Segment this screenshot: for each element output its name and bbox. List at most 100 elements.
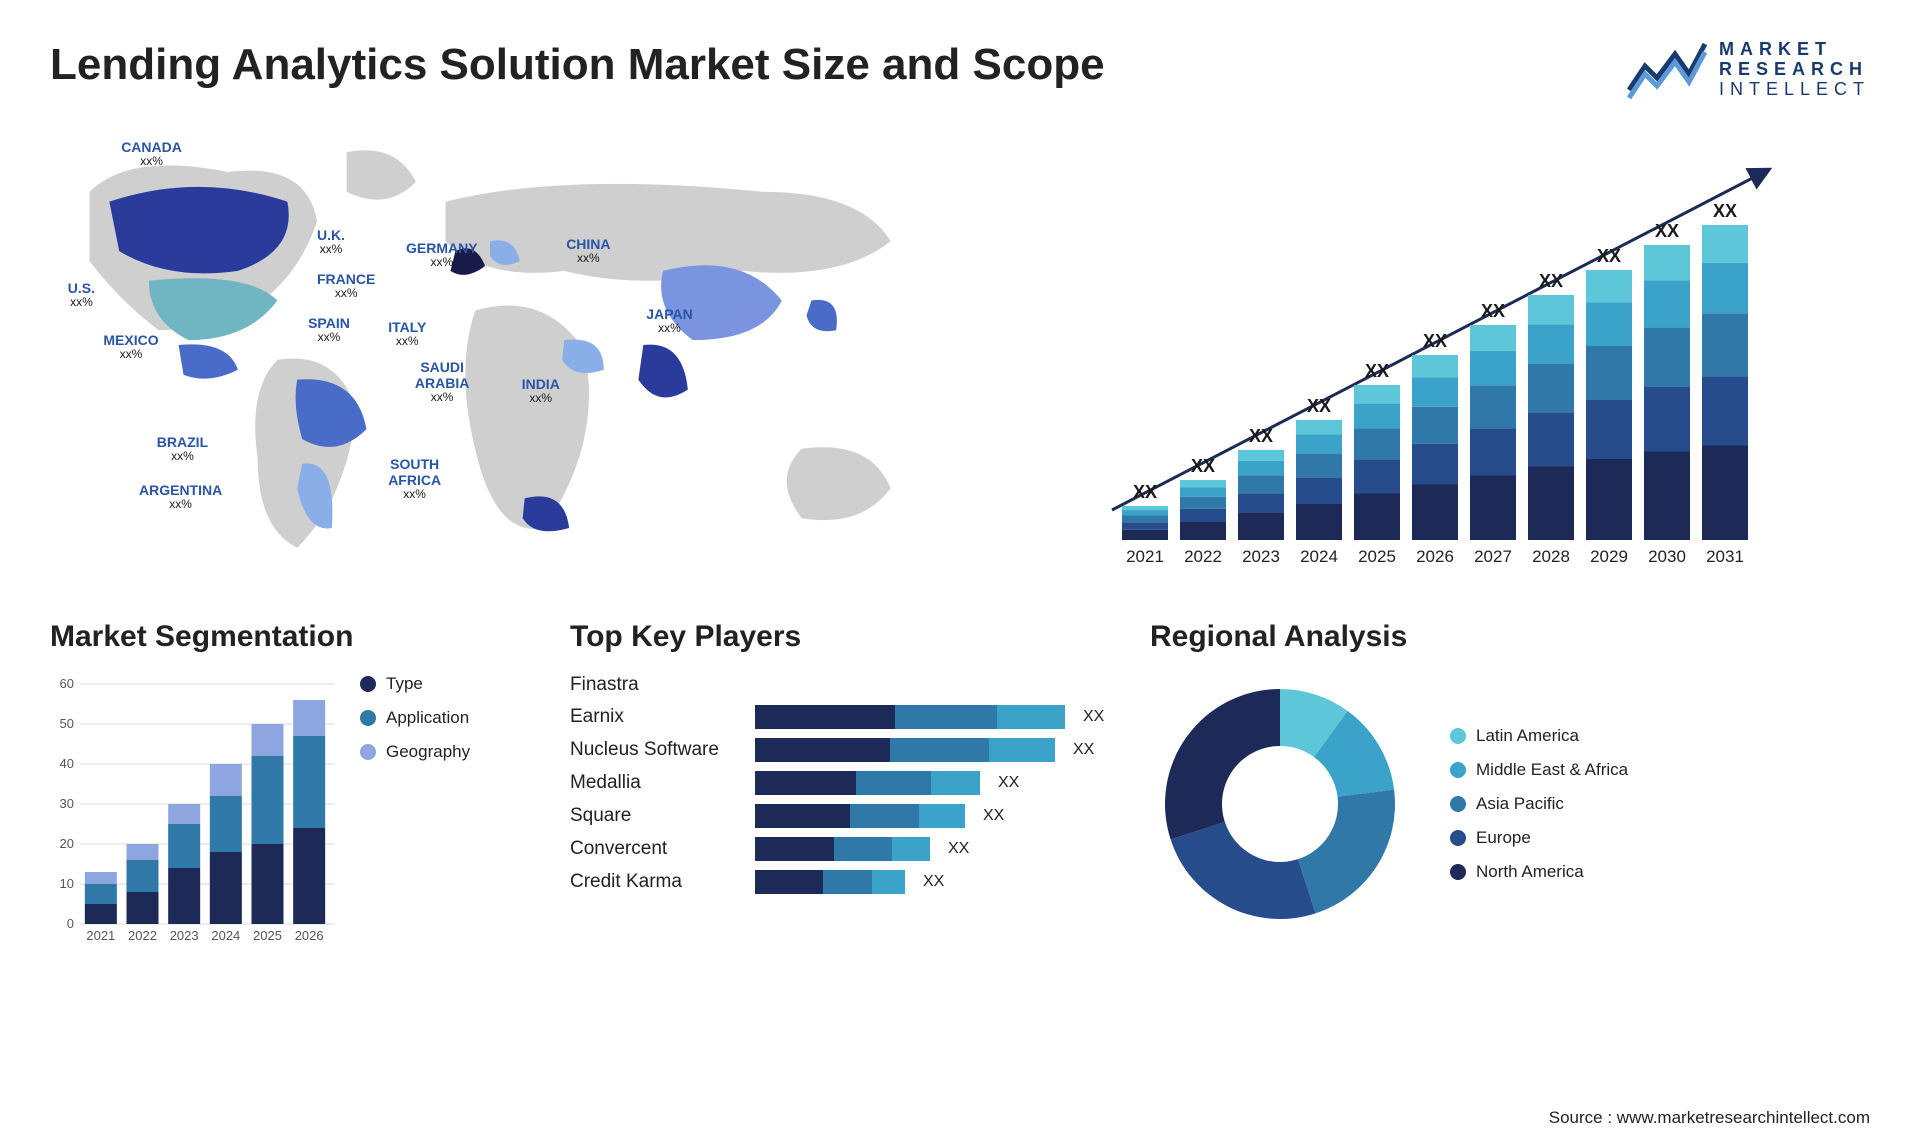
svg-text:2024: 2024 [1300,547,1338,566]
logo-text-1: MARKET [1719,40,1870,60]
player-bar [755,837,930,861]
svg-text:2027: 2027 [1474,547,1512,566]
legend-item: Middle East & Africa [1450,760,1628,780]
player-value: XX [998,774,1019,792]
map-label: U.K.xx% [317,227,345,257]
svg-text:2023: 2023 [1242,547,1280,566]
logo-text-2: RESEARCH [1719,60,1870,80]
player-value: XX [948,840,969,858]
player-name: Nucleus Software [570,739,745,761]
map-label: JAPANxx% [646,306,692,336]
svg-text:2030: 2030 [1648,547,1686,566]
player-row: Convercent XX [570,837,1110,861]
key-players-panel: Top Key Players FinastraEarnixXXNucleus … [570,620,1110,954]
legend-item: North America [1450,862,1628,882]
svg-text:2022: 2022 [128,928,157,943]
map-label: SOUTHAFRICAxx% [388,456,441,502]
svg-text:XX: XX [1655,221,1679,241]
svg-text:2022: 2022 [1184,547,1222,566]
svg-text:2026: 2026 [295,928,324,943]
regional-donut-chart [1150,674,1410,934]
segmentation-panel: Market Segmentation 01020304050602021202… [50,620,530,954]
svg-text:2025: 2025 [253,928,282,943]
svg-text:2024: 2024 [211,928,240,943]
segmentation-chart: 0102030405060202120222023202420252026 [50,674,340,954]
svg-text:2023: 2023 [170,928,199,943]
map-label: U.S.xx% [68,280,95,310]
svg-text:XX: XX [1423,331,1447,351]
page-title: Lending Analytics Solution Market Size a… [50,40,1105,90]
logo-mark-icon [1627,40,1707,100]
map-label: INDIAxx% [522,376,560,406]
svg-text:XX: XX [1597,246,1621,266]
map-label: GERMANYxx% [406,240,478,270]
market-size-chart: XX 2021 XX 2022 XX 2023 XX 2024 XX 2025 XX 2026 XX 20… [980,130,1870,570]
player-name: Square [570,805,745,827]
brand-logo: MARKET RESEARCH INTELLECT [1627,40,1870,100]
svg-text:20: 20 [60,836,74,851]
world-map: CANADAxx% U.S.xx% MEXICOxx% BRAZILxx% ARGENT… [50,130,940,570]
svg-text:10: 10 [60,876,74,891]
logo-text-3: INTELLECT [1719,80,1870,100]
player-row: Medallia XX [570,771,1110,795]
svg-text:XX: XX [1481,301,1505,321]
regional-title: Regional Analysis [1150,620,1870,654]
player-name: Earnix [570,706,745,728]
player-value: XX [923,873,944,891]
svg-text:2031: 2031 [1706,547,1744,566]
legend-item: Europe [1450,828,1628,848]
svg-text:XX: XX [1307,396,1331,416]
svg-text:60: 60 [60,676,74,691]
svg-text:XX: XX [1365,361,1389,381]
svg-text:2021: 2021 [86,928,115,943]
player-value: XX [1083,708,1104,726]
player-value: XX [1073,741,1094,759]
svg-text:50: 50 [60,716,74,731]
segmentation-title: Market Segmentation [50,620,530,654]
segmentation-legend: Type Application Geography [360,674,470,954]
svg-text:2029: 2029 [1590,547,1628,566]
svg-text:0: 0 [67,916,74,931]
player-name: Convercent [570,838,745,860]
player-row: Finastra [570,674,1110,696]
player-row: Earnix XX [570,705,1110,729]
svg-text:2026: 2026 [1416,547,1454,566]
map-label: ARGENTINAxx% [139,482,222,512]
map-label: SPAINxx% [308,315,350,345]
legend-item: Application [360,708,470,728]
regional-panel: Regional Analysis Latin AmericaMiddle Ea… [1150,620,1870,954]
svg-text:XX: XX [1249,426,1273,446]
svg-text:2021: 2021 [1126,547,1164,566]
svg-text:40: 40 [60,756,74,771]
player-bar [755,804,965,828]
svg-text:XX: XX [1713,201,1737,221]
svg-text:2025: 2025 [1358,547,1396,566]
map-label: CHINAxx% [566,236,610,266]
legend-item: Type [360,674,470,694]
player-bar [755,870,905,894]
map-label: BRAZILxx% [157,434,208,464]
player-name: Credit Karma [570,871,745,893]
player-bar [755,771,980,795]
map-label: ITALYxx% [388,319,426,349]
regional-legend: Latin AmericaMiddle East & AfricaAsia Pa… [1450,726,1628,882]
source-attribution: Source : www.marketresearchintellect.com [1549,1108,1870,1128]
player-row: Square XX [570,804,1110,828]
map-label: SAUDIARABIAxx% [415,359,469,405]
player-bar [755,705,1065,729]
player-name: Finastra [570,674,745,696]
legend-item: Geography [360,742,470,762]
svg-text:XX: XX [1191,456,1215,476]
map-label: MEXICOxx% [103,332,158,362]
svg-text:2028: 2028 [1532,547,1570,566]
svg-text:XX: XX [1133,482,1157,502]
player-value: XX [983,807,1004,825]
key-players-title: Top Key Players [570,620,1110,654]
player-name: Medallia [570,772,745,794]
player-row: Credit Karma XX [570,870,1110,894]
map-label: CANADAxx% [121,139,182,169]
player-bar [755,738,1055,762]
player-row: Nucleus Software XX [570,738,1110,762]
svg-text:XX: XX [1539,271,1563,291]
map-label: FRANCExx% [317,271,375,301]
